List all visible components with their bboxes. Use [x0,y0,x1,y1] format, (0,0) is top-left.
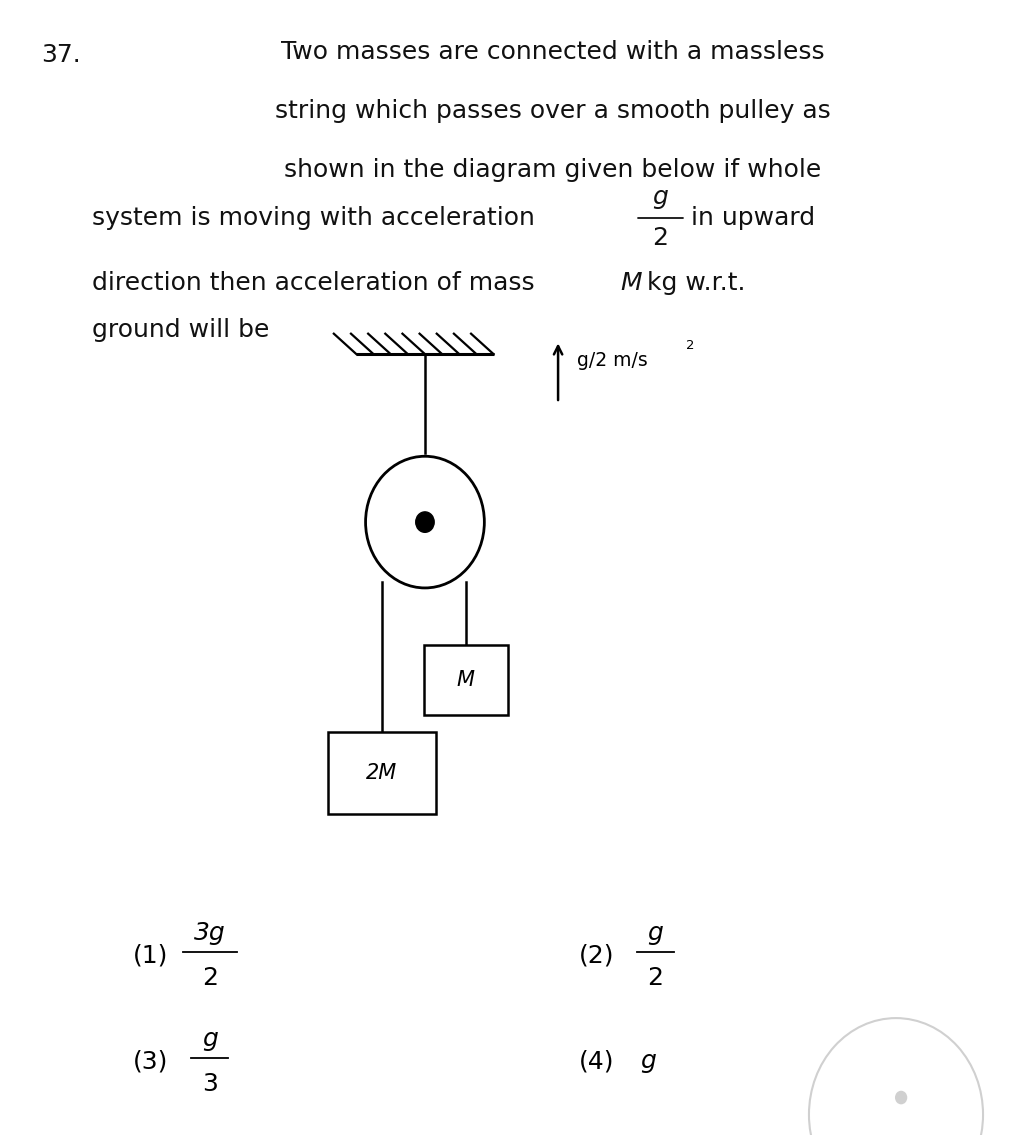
Bar [328,732,436,814]
Text: 2: 2 [652,226,669,251]
Text: 2: 2 [647,966,664,991]
Text: (1): (1) [133,943,169,968]
Text: string which passes over a smooth pulley as: string which passes over a smooth pulley… [275,99,830,123]
Text: 37.: 37. [41,43,81,67]
Text: M: M [621,271,642,295]
Text: kg w.r.t.: kg w.r.t. [639,271,745,295]
Text: (4): (4) [579,1049,614,1074]
Text: g: g [640,1049,656,1074]
Circle shape [366,456,484,588]
Circle shape [895,1091,907,1104]
Text: (2): (2) [579,943,614,968]
Text: Two masses are connected with a massless: Two masses are connected with a massless [282,40,824,64]
Text: 2: 2 [686,338,694,352]
Text: in upward: in upward [691,205,815,230]
Text: g: g [202,1026,218,1051]
Text: g: g [647,920,664,945]
Text: 3: 3 [202,1071,218,1096]
Text: g: g [652,185,669,210]
Text: direction then acceleration of mass: direction then acceleration of mass [92,271,543,295]
Bar [424,645,508,715]
Text: M: M [457,670,475,690]
Text: 2: 2 [202,966,218,991]
Text: (3): (3) [133,1049,169,1074]
Text: ground will be: ground will be [92,318,269,342]
Text: 2M: 2M [367,763,397,783]
Circle shape [416,512,434,532]
Text: shown in the diagram given below if whole: shown in the diagram given below if whol… [285,158,821,182]
Text: g/2 m/s: g/2 m/s [577,352,647,370]
Text: system is moving with acceleration: system is moving with acceleration [92,205,535,230]
Text: 3g: 3g [194,920,226,945]
